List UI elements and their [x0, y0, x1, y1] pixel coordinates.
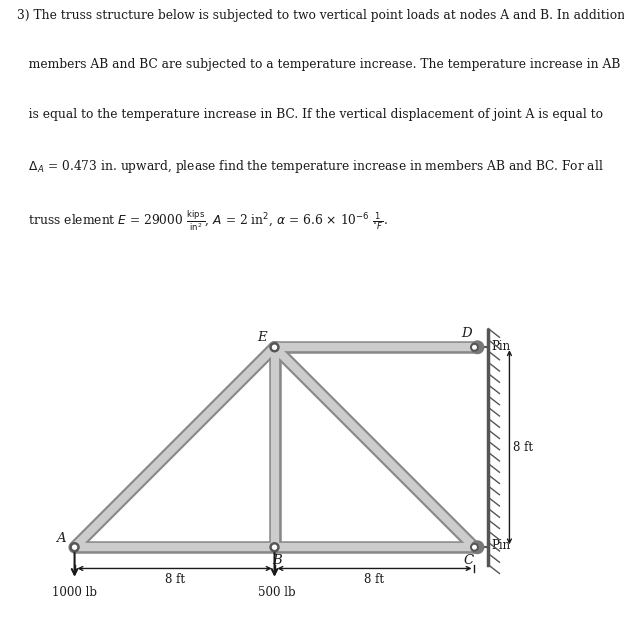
Circle shape	[471, 541, 484, 554]
Circle shape	[270, 543, 279, 552]
Text: $\Delta_A$ = 0.473 in. upward, please find the temperature increase in members A: $\Delta_A$ = 0.473 in. upward, please fi…	[17, 158, 604, 175]
Text: D: D	[461, 327, 472, 340]
Circle shape	[473, 545, 476, 549]
Circle shape	[470, 543, 478, 551]
Text: 8 ft: 8 ft	[513, 441, 533, 454]
Circle shape	[270, 343, 279, 352]
Circle shape	[273, 346, 276, 349]
Text: members AB and BC are subjected to a temperature increase. The temperature incre: members AB and BC are subjected to a tem…	[17, 58, 621, 72]
Circle shape	[70, 543, 79, 552]
Text: Pin: Pin	[491, 540, 510, 552]
Text: Pin: Pin	[491, 340, 510, 353]
Text: 8 ft: 8 ft	[165, 573, 185, 586]
Text: A: A	[56, 532, 66, 545]
Text: truss element $E$ = 29000 $\frac{\mathrm{kips}}{\mathrm{in}^2}$, $A$ = 2 in$^2$,: truss element $E$ = 29000 $\frac{\mathrm…	[17, 208, 389, 233]
Circle shape	[470, 344, 478, 351]
Circle shape	[273, 545, 276, 549]
Circle shape	[471, 341, 484, 353]
Text: E: E	[257, 330, 267, 344]
Text: B: B	[272, 554, 282, 567]
Circle shape	[473, 346, 476, 349]
Text: 500 lb: 500 lb	[258, 586, 296, 599]
Text: 3) The truss structure below is subjected to two vertical point loads at nodes A: 3) The truss structure below is subjecte…	[17, 8, 624, 22]
Text: 8 ft: 8 ft	[364, 573, 384, 586]
Text: is equal to the temperature increase in BC. If the vertical displacement of join: is equal to the temperature increase in …	[17, 108, 603, 121]
Circle shape	[72, 545, 77, 549]
Text: 1000 lb: 1000 lb	[52, 586, 97, 599]
Text: C: C	[463, 554, 473, 567]
